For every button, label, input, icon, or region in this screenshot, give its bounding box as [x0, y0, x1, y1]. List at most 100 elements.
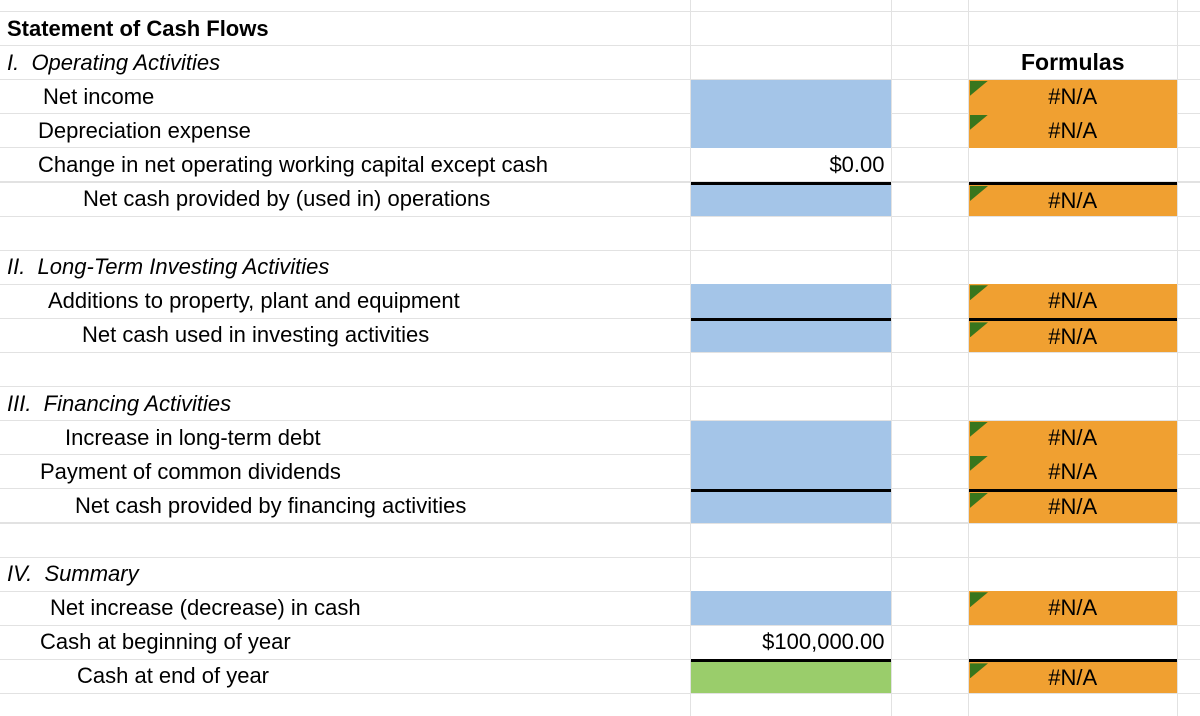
error-flag-icon	[970, 114, 988, 130]
row-label-cell[interactable]: Payment of common dividends	[0, 455, 689, 489]
error-value: #N/A	[1048, 664, 1098, 690]
row-label: Cash at end of year	[77, 663, 270, 689]
gridline-vertical	[689, 0, 691, 716]
gridline-horizontal	[0, 181, 1200, 183]
gridline-horizontal	[0, 249, 1200, 251]
row-label: I. Operating Activities	[7, 49, 221, 75]
row-label-cell[interactable]: Change in net operating working capital …	[0, 148, 689, 182]
row-label: Net cash provided by (used in) operation…	[83, 186, 491, 212]
error-flag-icon	[970, 322, 988, 338]
result-cell[interactable]	[691, 659, 891, 694]
gridline-horizontal	[0, 10, 1200, 13]
input-cell[interactable]	[691, 488, 891, 523]
row-label: Statement of Cash Flows	[7, 15, 269, 41]
error-value: #N/A	[1048, 458, 1098, 484]
row-label-cell[interactable]: Net income	[0, 80, 689, 114]
gridline-horizontal	[0, 215, 1200, 217]
error-value: #N/A	[1048, 288, 1098, 314]
error-value: #N/A	[1048, 424, 1098, 450]
row-label-cell[interactable]: Cash at beginning of year	[0, 625, 689, 659]
row-label: III. Financing Activities	[7, 390, 232, 416]
gridline-horizontal	[0, 454, 1200, 456]
gridline-vertical	[1176, 0, 1178, 716]
error-flag-icon	[970, 592, 988, 608]
gridline-horizontal	[0, 351, 1200, 354]
error-flag-icon	[970, 285, 988, 301]
formula-error-cell[interactable]: #N/A	[969, 318, 1177, 353]
error-flag-icon	[970, 455, 988, 471]
gridline-horizontal	[0, 624, 1200, 626]
error-value: #N/A	[1048, 323, 1098, 349]
gridline-horizontal	[0, 488, 1200, 490]
error-value: #N/A	[1048, 83, 1098, 109]
formula-error-cell[interactable]: #N/A	[969, 659, 1177, 694]
row-label: Net increase (decrease) in cash	[50, 595, 361, 621]
error-value: #N/A	[1048, 187, 1098, 213]
input-cell[interactable]	[691, 591, 891, 626]
gridline-horizontal	[0, 113, 1200, 115]
row-label: Additions to property, plant and equipme…	[48, 288, 460, 314]
cell-value: $100,000.00	[762, 629, 885, 655]
formula-error-cell[interactable]: #N/A	[969, 284, 1177, 319]
input-cell[interactable]	[691, 454, 891, 489]
row-label: Payment of common dividends	[40, 458, 341, 484]
error-value: #N/A	[1048, 595, 1098, 621]
error-flag-icon	[970, 421, 988, 437]
row-label: Net cash provided by financing activitie…	[75, 492, 467, 518]
formula-error-cell[interactable]: #N/A	[969, 182, 1177, 217]
gridline-horizontal	[0, 658, 1200, 660]
gridline-horizontal	[0, 522, 1200, 524]
input-cell[interactable]	[691, 420, 891, 455]
row-label-cell[interactable]: Net increase (decrease) in cash	[0, 591, 689, 625]
input-cell[interactable]	[691, 113, 891, 148]
row-label-cell[interactable]: III. Financing Activities	[0, 387, 689, 421]
gridline-horizontal	[0, 283, 1200, 285]
formula-error-cell[interactable]: #N/A	[969, 420, 1177, 455]
value-cell[interactable]: $100,000.00	[690, 625, 891, 659]
row-label-cell[interactable]: Cash at end of year	[0, 659, 689, 693]
gridline-horizontal	[0, 590, 1200, 592]
row-label-cell[interactable]: Statement of Cash Flows	[0, 12, 689, 46]
formula-error-cell[interactable]: #N/A	[969, 113, 1177, 148]
formula-error-cell[interactable]: #N/A	[969, 454, 1177, 489]
row-label-cell[interactable]: Net cash provided by financing activitie…	[0, 489, 689, 523]
input-cell[interactable]	[691, 79, 891, 114]
gridline-horizontal	[0, 317, 1200, 319]
row-label-cell[interactable]: Depreciation expense	[0, 114, 689, 148]
row-label-cell[interactable]: Net cash used in investing activities	[0, 318, 689, 352]
error-value: #N/A	[1048, 117, 1098, 143]
row-label: Net cash used in investing activities	[82, 322, 430, 348]
formulas-header-cell[interactable]: Formulas	[969, 46, 1177, 80]
error-flag-icon	[970, 80, 988, 96]
formula-error-cell[interactable]: #N/A	[969, 591, 1177, 626]
row-label-cell[interactable]: I. Operating Activities	[0, 46, 689, 80]
gridline-horizontal	[0, 420, 1200, 422]
row-label: Net income	[43, 83, 155, 109]
row-label: Increase in long-term debt	[65, 424, 321, 450]
value-cell[interactable]: $0.00	[690, 148, 891, 182]
row-label-cell[interactable]: IV. Summary	[0, 557, 689, 591]
row-label: Cash at beginning of year	[40, 629, 291, 655]
row-label-cell[interactable]: II. Long-Term Investing Activities	[0, 250, 689, 284]
row-label: Change in net operating working capital …	[38, 151, 548, 177]
row-label-cell[interactable]: Additions to property, plant and equipme…	[0, 284, 689, 318]
input-cell[interactable]	[691, 284, 891, 319]
row-label: IV. Summary	[7, 561, 139, 587]
input-cell[interactable]	[691, 318, 891, 353]
gridline-horizontal	[0, 79, 1200, 81]
error-flag-icon	[970, 663, 988, 679]
formulas-header-label: Formulas	[1020, 49, 1125, 76]
input-cell[interactable]	[691, 182, 891, 217]
row-label-cell[interactable]: Increase in long-term debt	[0, 421, 689, 455]
row-label: Depreciation expense	[38, 117, 251, 143]
gridline-horizontal	[0, 556, 1200, 558]
formula-error-cell[interactable]: #N/A	[969, 488, 1177, 523]
gridline-vertical	[967, 0, 969, 716]
formula-error-cell[interactable]: #N/A	[969, 79, 1177, 114]
gridline-horizontal	[0, 386, 1200, 388]
row-label-cell[interactable]: Net cash provided by (used in) operation…	[0, 182, 689, 216]
gridline-horizontal	[0, 147, 1200, 149]
error-flag-icon	[970, 186, 988, 201]
gridline-horizontal	[0, 45, 1200, 47]
